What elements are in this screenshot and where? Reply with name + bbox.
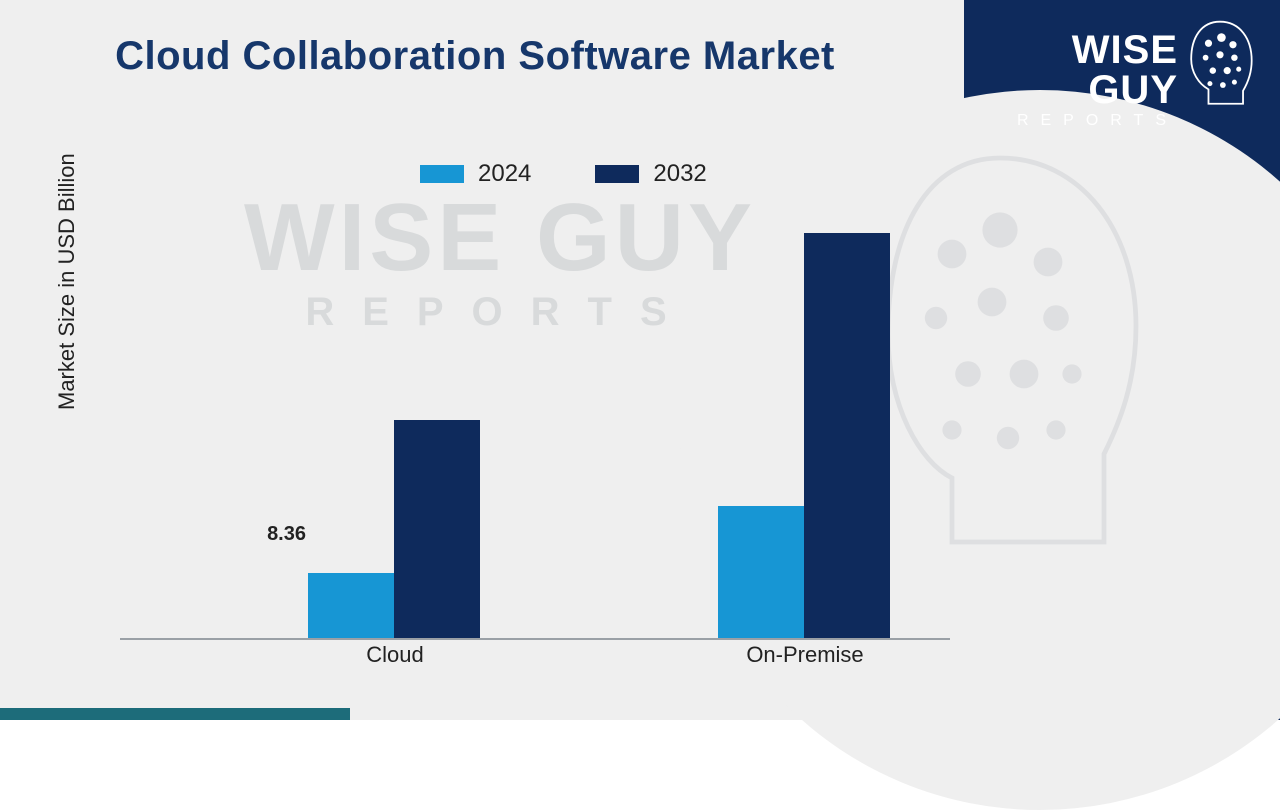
category-label-cloud: Cloud [270,642,520,668]
legend-swatch-2032 [595,165,639,183]
plot-area: Cloud 8.36 On-Premise [120,210,950,640]
legend-item-2024: 2024 [420,160,531,188]
bar-on-premise-2032 [804,233,890,638]
value-label-cloud-2024: 8.36 [267,523,306,546]
chart-canvas: WISE GUY REPORTS Cloud Collaboration Sof… [0,0,1280,720]
legend-label-2032: 2032 [653,160,706,188]
brand-line2: REPORTS [988,112,1178,130]
chart-title: Cloud Collaboration Software Market [0,34,950,79]
legend: 2024 2032 [420,160,707,188]
legend-swatch-2024 [420,165,464,183]
category-label-on-premise: On-Premise [680,642,930,668]
brand-line1: WISE GUY [988,30,1178,110]
bottom-accent-strip [0,708,350,720]
legend-label-2024: 2024 [478,160,531,188]
legend-item-2032: 2032 [595,160,706,188]
x-axis-baseline [120,638,950,640]
brand-head-icon [1184,18,1256,106]
chart-area: Market Size in USD Billion 2024 2032 Clo… [60,160,960,680]
y-axis-label: Market Size in USD Billion [54,153,80,410]
bar-cloud-2032 [394,420,480,638]
bar-on-premise-2024 [718,506,804,638]
bar-cloud-2024 [308,573,394,638]
